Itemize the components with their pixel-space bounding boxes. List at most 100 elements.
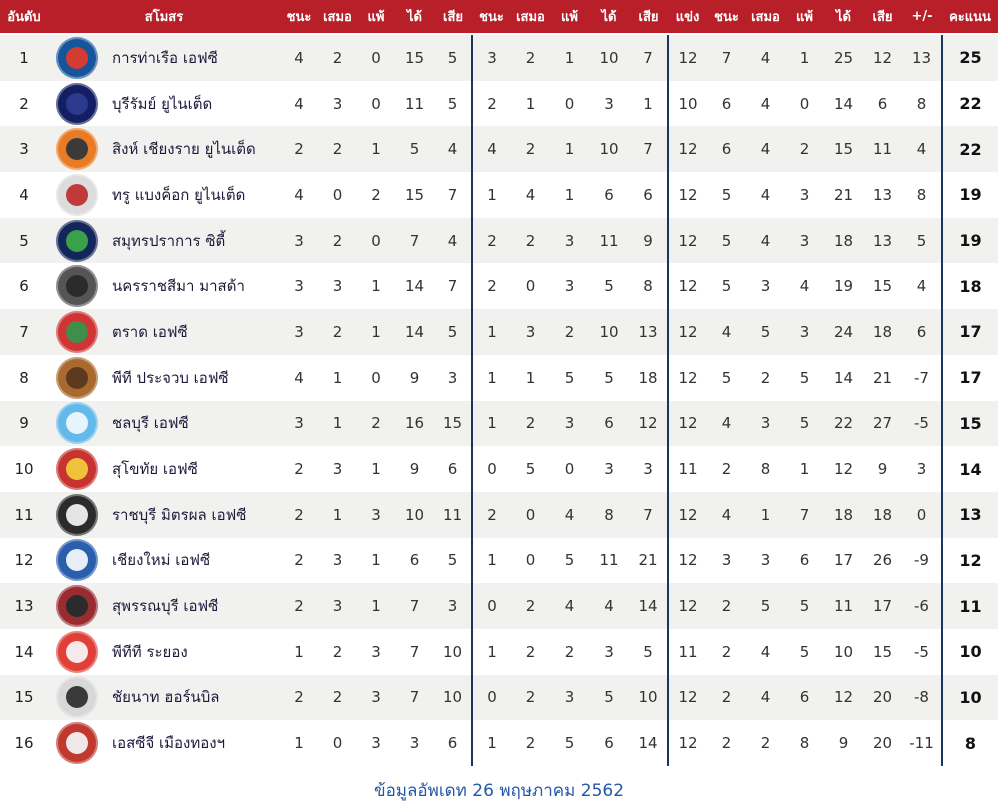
away-loss-cell: 1 [564, 48, 575, 67]
club-logo-icon [56, 630, 98, 673]
played-cell: 12 [667, 720, 707, 766]
home-draw-cell: 3 [332, 551, 343, 570]
club-name: สิงห์ เชียงราย ยูไนเต็ด [112, 140, 256, 159]
club-logo-icon [56, 448, 98, 491]
total-win-cell: 7 [721, 48, 732, 67]
club-logo-icon [56, 219, 98, 262]
played-cell: 11 [667, 628, 707, 675]
away-loss-cell: 5 [564, 734, 575, 753]
total-ga-cell: 9 [877, 460, 888, 479]
away-loss-cell: 4 [564, 597, 575, 616]
away-win-cell: 2 [471, 80, 511, 127]
club-name: สุโขทัย เอฟซี [112, 460, 198, 479]
played-cell: 12 [667, 34, 707, 81]
total-ga-cell: 20 [872, 688, 893, 707]
home-win-cell: 3 [294, 322, 304, 341]
club-cell: ตราด เอฟซี [48, 309, 280, 355]
goal-diff-cell: 8 [916, 94, 927, 113]
points-cell: 15 [941, 400, 998, 447]
away-ga-cell: 7 [643, 48, 653, 67]
away-loss-cell: 3 [564, 414, 575, 433]
away-win-cell: 1 [471, 400, 511, 447]
away-ga-cell: 12 [638, 414, 658, 433]
home-ga-cell: 4 [447, 231, 458, 250]
table-row: 14 พีทีที ระยอง 1 2 3 7 10 1 2 2 3 5 11 … [0, 628, 998, 675]
goal-diff-cell: -11 [909, 734, 934, 753]
home-gf-cell: 7 [409, 597, 420, 616]
away-win-cell: 0 [471, 446, 511, 492]
home-gf-cell: 14 [404, 322, 425, 341]
rank-cell: 12 [14, 551, 34, 570]
away-draw-cell: 2 [525, 140, 536, 159]
total-ga-cell: 12 [872, 48, 893, 67]
home-loss-cell: 2 [371, 414, 381, 433]
goal-diff-cell: 5 [916, 231, 927, 250]
home-gf-cell: 14 [404, 277, 425, 296]
home-win-cell: 2 [294, 688, 304, 707]
total-ga-cell: 20 [872, 734, 893, 753]
away-loss-cell: 1 [564, 140, 575, 159]
total-loss-cell: 6 [799, 551, 810, 570]
home-draw-cell: 0 [332, 185, 343, 204]
home-gf-cell: 6 [409, 551, 420, 570]
home-ga-cell: 3 [447, 368, 458, 387]
away-gf-cell: 11 [599, 231, 619, 250]
rank-cell: 8 [19, 368, 29, 387]
home-ga-cell: 7 [447, 277, 458, 296]
played-cell: 12 [667, 263, 707, 310]
home-draw-cell: 3 [332, 597, 343, 616]
home-ga-cell: 5 [447, 94, 458, 113]
club-cell: เอสซีจี เมืองทองฯ [48, 720, 280, 766]
home-draw-cell: 2 [332, 688, 343, 707]
club-logo-icon [56, 539, 98, 582]
home-loss-cell: 3 [371, 688, 381, 707]
away-gf-cell: 6 [604, 734, 614, 753]
club-cell: การท่าเรือ เอฟซี [48, 34, 280, 81]
away-gf-cell: 3 [604, 460, 614, 479]
home-gf-cell: 5 [409, 140, 420, 159]
home-draw-cell: 2 [332, 140, 343, 159]
total-loss-cell: 5 [799, 642, 810, 661]
total-gf-cell: 14 [833, 94, 854, 113]
total-win-cell: 6 [721, 140, 732, 159]
played-cell: 12 [667, 400, 707, 447]
home-win-cell: 2 [294, 551, 304, 570]
played-cell: 12 [667, 491, 707, 538]
total-ga-cell: 18 [872, 505, 893, 524]
header-home-loss: แพ้ [357, 0, 395, 35]
away-draw-cell: 2 [525, 597, 536, 616]
club-cell: พีทีที ระยอง [48, 629, 280, 675]
total-gf-cell: 10 [833, 642, 854, 661]
club-name: ทรู แบงค็อก ยูไนเต็ด [112, 185, 246, 204]
points-cell: 18 [941, 263, 998, 310]
club-name: เอสซีจี เมืองทองฯ [112, 734, 226, 753]
club-cell: ชัยนาท ฮอร์นบิล [48, 675, 280, 721]
header-total-gf: ได้ [824, 0, 863, 35]
home-draw-cell: 1 [332, 505, 343, 524]
total-win-cell: 2 [721, 734, 732, 753]
away-win-cell: 4 [471, 126, 511, 173]
total-draw-cell: 2 [760, 368, 771, 387]
away-gf-cell: 5 [604, 277, 614, 296]
total-gf-cell: 11 [833, 597, 854, 616]
total-loss-cell: 1 [799, 460, 810, 479]
played-cell: 12 [667, 583, 707, 629]
home-loss-cell: 0 [371, 48, 381, 67]
total-ga-cell: 18 [872, 322, 893, 341]
home-loss-cell: 3 [371, 734, 381, 753]
club-name: เชียงใหม่ เอฟซี [112, 551, 211, 570]
away-ga-cell: 3 [643, 460, 653, 479]
away-draw-cell: 1 [525, 94, 536, 113]
goal-diff-cell: 6 [916, 322, 927, 341]
rank-cell: 5 [19, 231, 29, 250]
club-logo-icon [56, 402, 98, 445]
total-gf-cell: 22 [833, 414, 854, 433]
away-loss-cell: 5 [564, 368, 575, 387]
away-gf-cell: 10 [599, 322, 619, 341]
away-draw-cell: 5 [525, 460, 536, 479]
played-cell: 12 [667, 126, 707, 173]
header-away-loss: แพ้ [550, 0, 589, 35]
total-loss-cell: 3 [799, 231, 810, 250]
total-gf-cell: 21 [833, 185, 854, 204]
away-gf-cell: 4 [604, 597, 614, 616]
